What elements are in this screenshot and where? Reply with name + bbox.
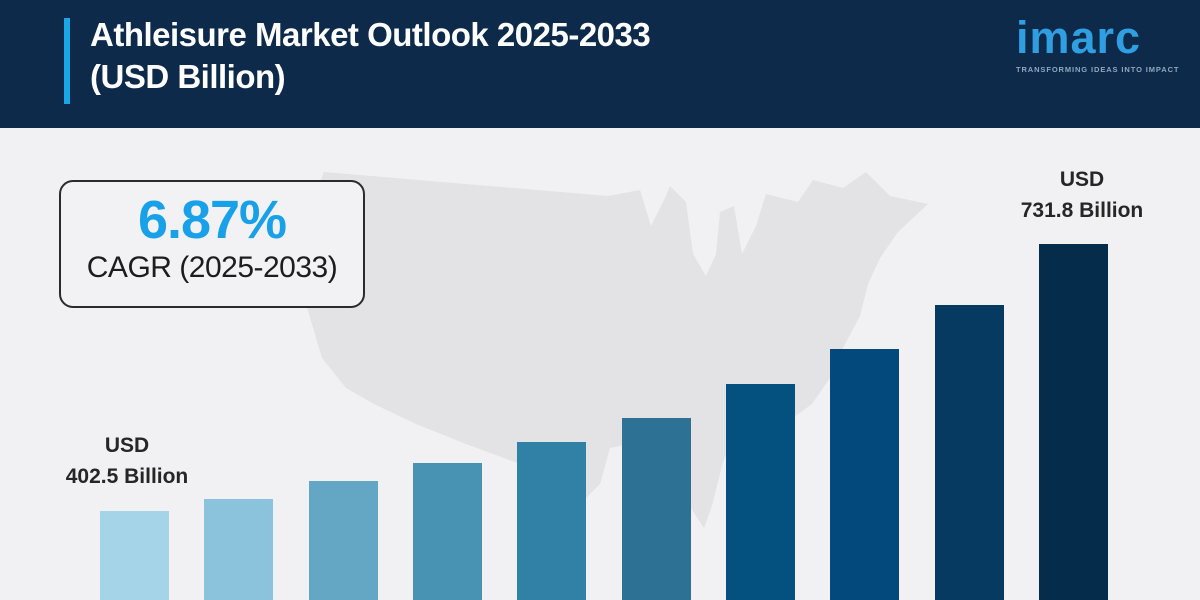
imarc-logo-text: imarc bbox=[1016, 12, 1142, 63]
us-map-svg bbox=[298, 172, 928, 528]
imarc-logo: imarc TRANSFORMING IDEAS INTO IMPACT bbox=[1016, 12, 1180, 74]
cagr-label: CAGR (2025-2033) bbox=[86, 251, 338, 284]
end-value-label: USD 731.8 Billion bbox=[997, 164, 1167, 226]
bar-2033 bbox=[1038, 244, 1108, 600]
start-value-label: USD 402.5 Billion bbox=[42, 430, 212, 492]
end-value-line2: 731.8 Billion bbox=[1020, 199, 1144, 222]
start-value-line1: USD bbox=[104, 434, 150, 457]
bar-chart bbox=[100, 0, 1108, 600]
bar-2027 bbox=[412, 463, 482, 600]
us-map-silhouette bbox=[268, 166, 940, 532]
bar-2024 bbox=[100, 511, 169, 600]
bar-2030 bbox=[725, 384, 795, 600]
page-title: Athleisure Market Outlook 2025-2033 (USD… bbox=[90, 14, 651, 98]
title-line2: (USD Billion) bbox=[90, 58, 286, 95]
imarc-logo-tagline: TRANSFORMING IDEAS INTO IMPACT bbox=[1016, 65, 1180, 74]
start-value-line2: 402.5 Billion bbox=[65, 465, 189, 488]
end-value-line1: USD bbox=[1059, 168, 1105, 191]
cagr-box: 6.87% CAGR (2025-2033) bbox=[59, 180, 365, 308]
bar-2029 bbox=[621, 418, 691, 600]
title-accent-bar bbox=[64, 18, 70, 104]
bar-2026 bbox=[308, 481, 378, 600]
bar-2032 bbox=[934, 305, 1004, 600]
bar-2031 bbox=[830, 349, 900, 600]
title-line1: Athleisure Market Outlook 2025-2033 bbox=[90, 16, 651, 53]
header-bar: Athleisure Market Outlook 2025-2033 (USD… bbox=[0, 0, 1200, 128]
bar-2025 bbox=[204, 499, 274, 600]
bar-2028 bbox=[517, 442, 587, 600]
cagr-value: 6.87% bbox=[137, 190, 287, 250]
us-map-shape bbox=[298, 172, 928, 528]
